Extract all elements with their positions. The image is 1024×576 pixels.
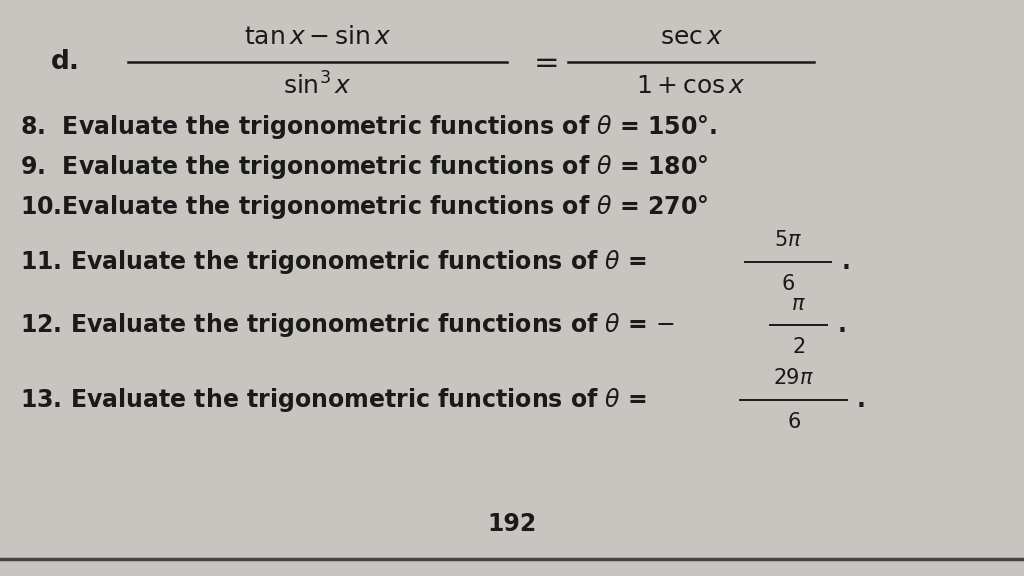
Text: .: . [838, 313, 847, 338]
Text: .: . [857, 388, 866, 412]
Text: $6$: $6$ [786, 412, 801, 432]
Text: 8.  Evaluate the trigonometric functions of $\theta$ = 150°.: 8. Evaluate the trigonometric functions … [20, 113, 718, 141]
Text: 192: 192 [487, 512, 537, 536]
Text: $\pi$: $\pi$ [792, 294, 806, 313]
Text: $\tan x - \sin x$: $\tan x - \sin x$ [244, 25, 391, 50]
Text: 10.Evaluate the trigonometric functions of $\theta$ = 270°: 10.Evaluate the trigonometric functions … [20, 194, 709, 221]
Text: 12. Evaluate the trigonometric functions of $\theta$ = $-$: 12. Evaluate the trigonometric functions… [20, 312, 675, 339]
Text: d.: d. [51, 48, 80, 75]
Text: 9.  Evaluate the trigonometric functions of $\theta$ = 180°: 9. Evaluate the trigonometric functions … [20, 153, 709, 181]
Text: $=$: $=$ [527, 47, 558, 76]
Text: 13. Evaluate the trigonometric functions of $\theta$ =: 13. Evaluate the trigonometric functions… [20, 386, 647, 414]
Text: $5\pi$: $5\pi$ [774, 230, 803, 250]
Text: .: . [842, 250, 851, 274]
Text: $2$: $2$ [793, 338, 805, 357]
Text: $1 + \cos x$: $1 + \cos x$ [636, 74, 746, 98]
Text: $\sec x$: $\sec x$ [659, 25, 723, 50]
Text: $6$: $6$ [781, 274, 796, 294]
Text: $29\pi$: $29\pi$ [773, 369, 814, 388]
Text: 11. Evaluate the trigonometric functions of $\theta$ =: 11. Evaluate the trigonometric functions… [20, 248, 647, 276]
Text: $\sin^3 x$: $\sin^3 x$ [283, 73, 352, 100]
